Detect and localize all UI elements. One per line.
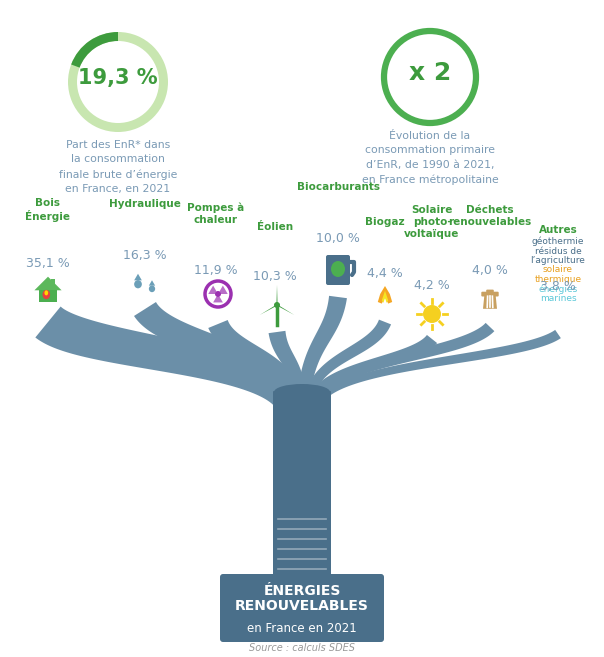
Text: 4,2 %: 4,2 % [414,279,450,292]
Text: en France en 2021: en France en 2021 [247,622,357,635]
FancyBboxPatch shape [326,255,350,285]
Ellipse shape [149,285,155,292]
Text: Autres: Autres [539,225,577,235]
Text: 4,0 %: 4,0 % [472,264,508,277]
Text: solaire: solaire [543,265,573,275]
Text: 10,0 %: 10,0 % [316,232,360,245]
Wedge shape [71,32,118,68]
Text: 16,3 %: 16,3 % [123,249,167,262]
FancyBboxPatch shape [51,279,55,286]
Polygon shape [378,286,392,304]
Polygon shape [34,277,62,290]
Text: géothermie: géothermie [532,237,584,246]
Text: 4,4 %: 4,4 % [367,267,403,280]
Text: Biogaz: Biogaz [365,217,405,227]
FancyBboxPatch shape [486,290,494,294]
Ellipse shape [134,280,142,288]
FancyBboxPatch shape [39,290,57,302]
Polygon shape [304,319,391,397]
Text: 19,3 %: 19,3 % [78,68,158,88]
FancyBboxPatch shape [220,574,384,642]
Polygon shape [36,307,295,405]
Text: 11,9 %: 11,9 % [194,264,238,277]
Ellipse shape [42,290,50,299]
Text: x 2: x 2 [409,61,451,85]
Text: marines: marines [540,294,576,303]
Text: Part des EnR* dans
la consommation
finale brute d’énergie
en France, en 2021: Part des EnR* dans la consommation final… [59,140,177,194]
Polygon shape [213,296,223,302]
Polygon shape [134,302,297,400]
Text: Solaire
photo-
voltaïque: Solaire photo- voltaïque [404,205,460,239]
Circle shape [215,291,221,297]
Polygon shape [208,286,216,294]
Polygon shape [134,274,142,281]
Polygon shape [310,335,437,398]
Text: 10,3 %: 10,3 % [253,270,297,283]
Polygon shape [269,331,306,397]
Text: 35,1 %: 35,1 % [26,257,70,270]
Text: Hydraulique: Hydraulique [109,199,181,209]
Text: Biocarburants: Biocarburants [297,182,379,192]
Text: Pompes à
chaleur: Pompes à chaleur [187,202,245,225]
Text: résidus de: résidus de [535,246,582,256]
Ellipse shape [331,261,345,277]
Text: RENOUVELABLES: RENOUVELABLES [235,599,369,613]
Ellipse shape [45,290,48,296]
Circle shape [423,305,441,323]
Polygon shape [260,306,275,315]
Polygon shape [382,291,388,303]
Text: Déchets
renouvelables: Déchets renouvelables [448,205,532,227]
Polygon shape [149,281,155,286]
Polygon shape [321,330,561,399]
Polygon shape [483,295,497,309]
Text: thermique: thermique [535,275,582,284]
Circle shape [274,302,280,308]
Polygon shape [208,320,302,398]
Text: Éolien: Éolien [257,222,293,232]
Polygon shape [298,296,347,397]
Wedge shape [68,32,168,132]
FancyBboxPatch shape [481,292,499,296]
Polygon shape [219,286,228,294]
FancyBboxPatch shape [273,391,331,578]
Text: ÉNERGIES: ÉNERGIES [263,584,341,598]
Text: Source : calculs SDES: Source : calculs SDES [249,643,355,653]
Polygon shape [315,323,494,398]
Text: Bois
Énergie: Bois Énergie [25,198,71,222]
Text: l’agriculture: l’agriculture [530,256,585,265]
Text: 3,8 %: 3,8 % [540,280,576,293]
Text: Évolution de la
consommation primaire
d’EnR, de 1990 à 2021,
en France métropoli: Évolution de la consommation primaire d’… [362,131,498,185]
Text: énergies: énergies [538,284,577,294]
Polygon shape [278,306,294,315]
Ellipse shape [274,384,330,400]
